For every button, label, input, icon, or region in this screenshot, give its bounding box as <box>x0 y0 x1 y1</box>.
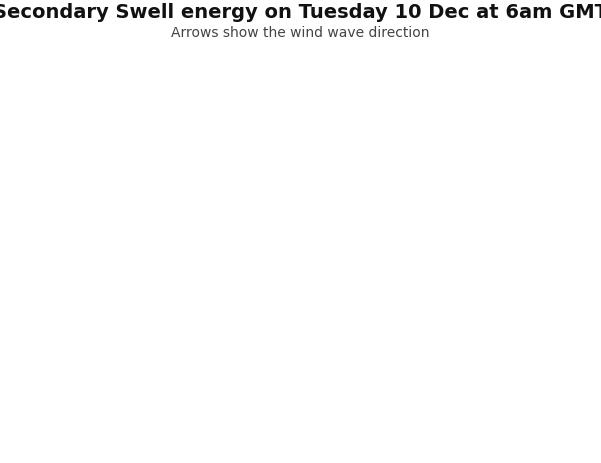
Text: Secondary Swell energy on Tuesday 10 Dec at 6am GMT: Secondary Swell energy on Tuesday 10 Dec… <box>0 3 601 22</box>
Text: Cartopy not available: Cartopy not available <box>225 245 376 259</box>
Text: Arrows show the wind wave direction: Arrows show the wind wave direction <box>171 26 430 40</box>
